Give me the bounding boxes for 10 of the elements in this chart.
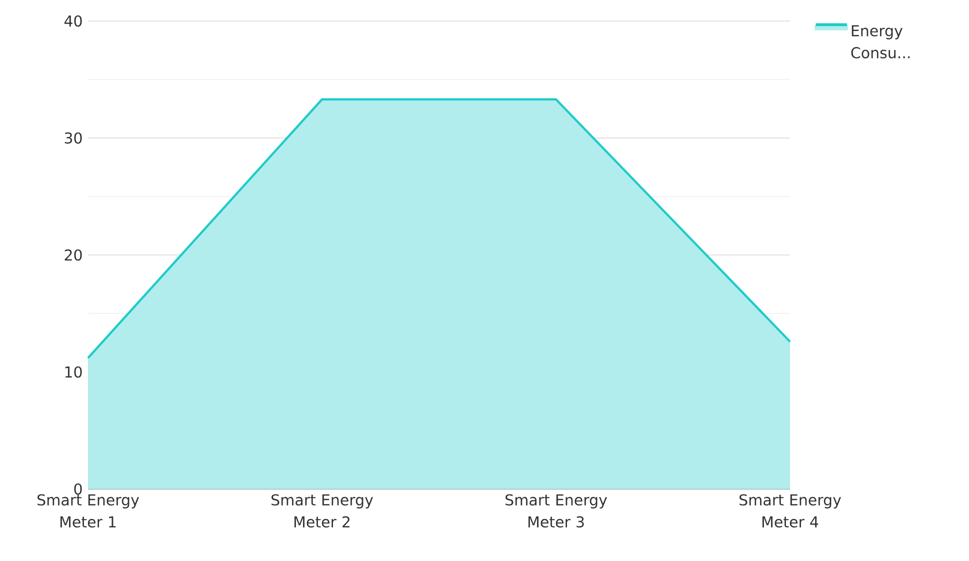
y-tick-label: 10 <box>65 366 82 378</box>
y-tick-label: 0 <box>74 483 82 495</box>
y-tick-label: 40 <box>64 15 82 27</box>
x-tick-label: Smart Energy Meter 2 <box>272 494 374 528</box>
legend-label: Energy Consu... <box>851 25 910 58</box>
x-tick-label: Smart Energy Meter 4 <box>740 494 842 528</box>
y-tick-label: 30 <box>64 132 82 144</box>
x-tick-label: Smart Energy Meter 1 <box>38 494 140 528</box>
x-tick-label: Smart Energy Meter 3 <box>506 494 608 528</box>
y-tick-label: 20 <box>64 249 82 261</box>
